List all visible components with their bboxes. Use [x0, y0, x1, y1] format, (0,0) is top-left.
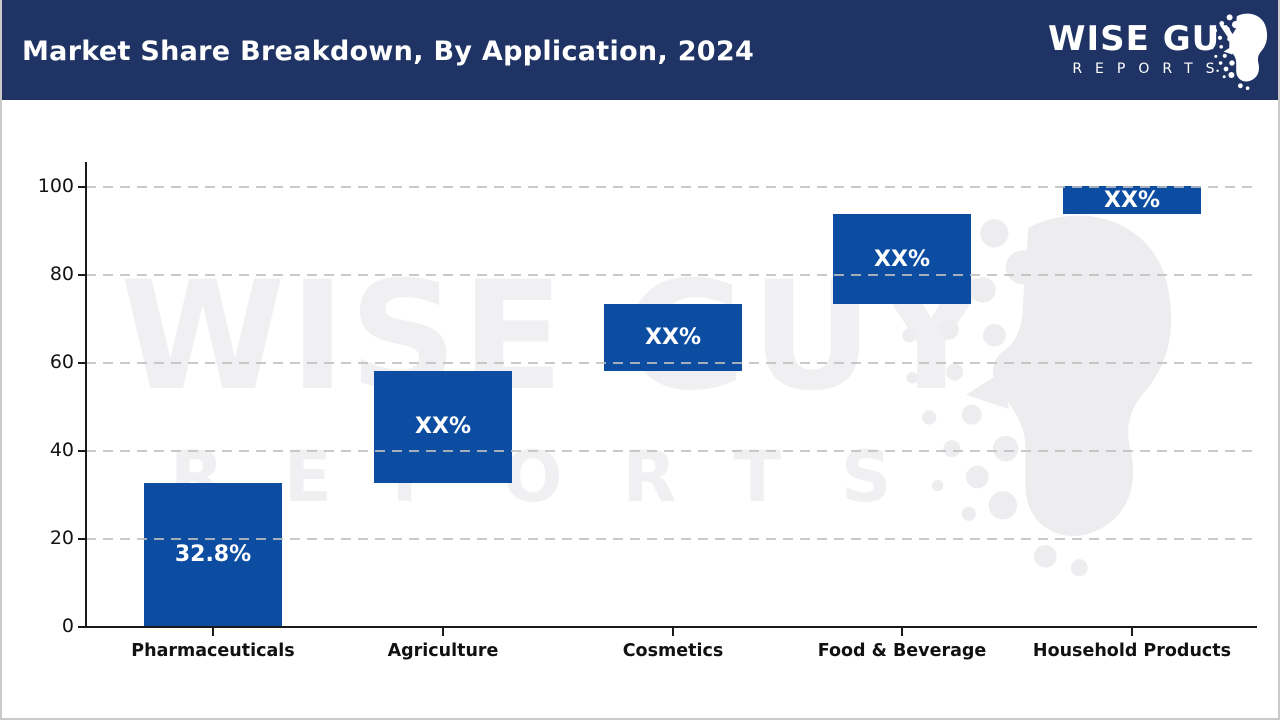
x-category-label-household-products: Household Products	[1032, 641, 1232, 661]
bar-value-label: 32.8%	[174, 542, 252, 568]
y-tick-label: 80	[49, 263, 74, 285]
x-tick-mark	[1131, 627, 1133, 636]
header: Market Share Breakdown, By Application, …	[2, 0, 1278, 100]
bar-value-label: XX%	[645, 324, 701, 350]
x-category-label-pharmaceuticals: Pharmaceuticals	[131, 641, 295, 661]
logo-face-icon	[1210, 13, 1268, 91]
bar-food-beverage: XX%	[833, 214, 971, 305]
x-category-label-agriculture: Agriculture	[387, 641, 499, 661]
x-category-label-food-beverage: Food & Beverage	[817, 641, 987, 661]
x-tick-mark	[212, 627, 214, 636]
y-tick-label: 20	[49, 527, 74, 549]
x-tick-mark	[442, 627, 444, 636]
bar-value-label: XX%	[415, 414, 471, 440]
gridline-20	[86, 538, 1255, 540]
y-tick-mark	[78, 186, 86, 188]
bar-value-label: XX%	[1104, 187, 1160, 213]
y-tick-mark	[78, 362, 86, 364]
bar-pharmaceuticals: 32.8%	[144, 482, 282, 627]
gridline-80	[86, 274, 1255, 276]
y-tick-label: 100	[37, 175, 74, 197]
gridline-60	[86, 362, 1255, 364]
y-tick-mark	[78, 626, 86, 628]
bar-value-label: XX%	[874, 246, 930, 272]
gridline-100	[86, 186, 1255, 188]
bar-agriculture: XX%	[374, 370, 512, 483]
bar-household-products: XX%	[1063, 186, 1201, 215]
x-tick-mark	[672, 627, 674, 636]
y-tick-label: 60	[49, 351, 74, 373]
x-tick-mark	[901, 627, 903, 636]
x-category-label-cosmetics: Cosmetics	[622, 641, 724, 661]
y-tick-label: 0	[61, 615, 74, 637]
y-tick-mark	[78, 538, 86, 540]
logo-subtitle: REPORTS	[1072, 60, 1228, 77]
y-tick-label: 40	[49, 439, 74, 461]
page-title: Market Share Breakdown, By Application, …	[22, 36, 755, 67]
y-tick-mark	[78, 274, 86, 276]
wiseguy-logo: WISE GUY REPORTS	[1020, 6, 1270, 96]
y-axis-line	[85, 162, 87, 628]
bar-cosmetics: XX%	[604, 304, 742, 371]
y-tick-mark	[78, 450, 86, 452]
x-axis-line	[85, 626, 1257, 628]
gridline-40	[86, 450, 1255, 452]
